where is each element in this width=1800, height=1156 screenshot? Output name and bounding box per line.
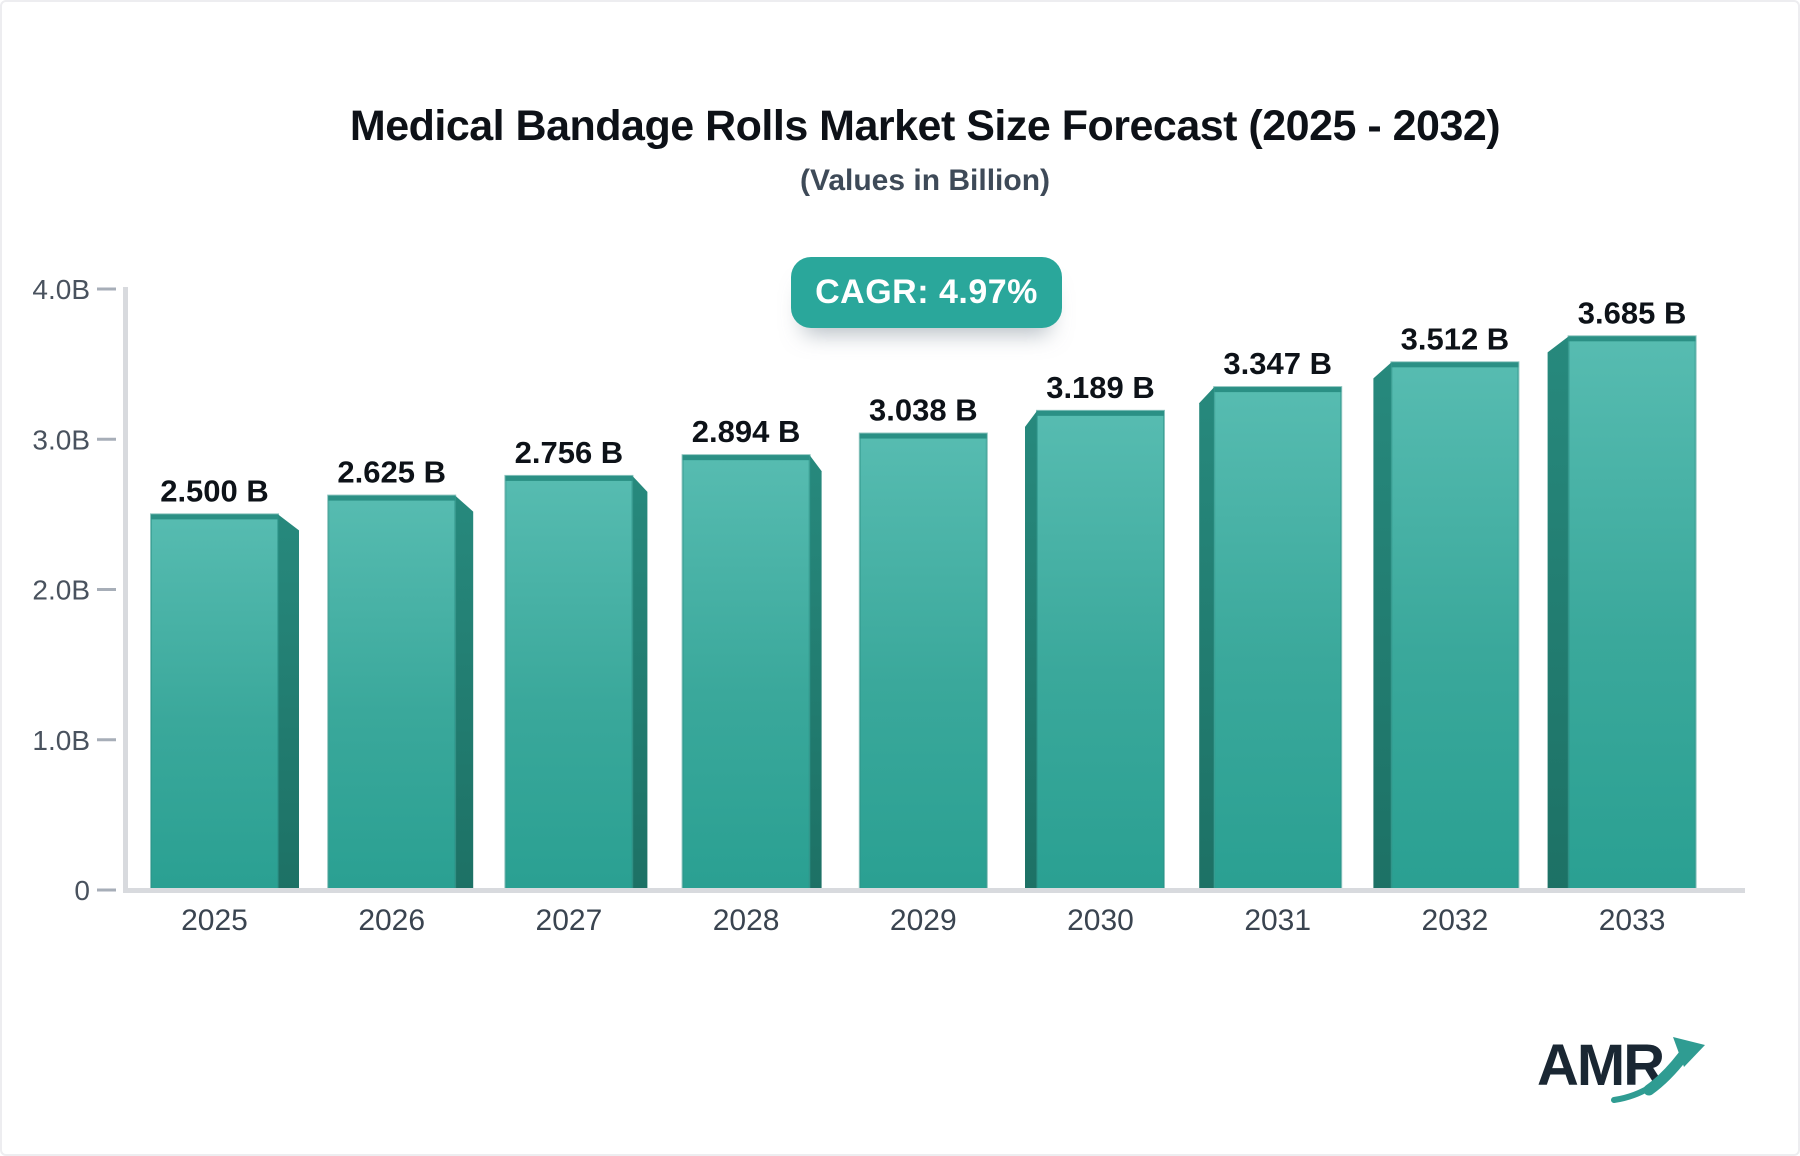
bar-top-edge bbox=[682, 455, 810, 461]
bar-value-label: 2.756 B bbox=[515, 435, 624, 470]
bar-2033: 3.685 B 2033 bbox=[1547, 295, 1697, 937]
x-axis-year-label: 2031 bbox=[1244, 904, 1311, 937]
y-axis-label: 0 bbox=[74, 875, 90, 906]
bar-side-face bbox=[809, 455, 822, 890]
page-subtitle: (Values in Billion) bbox=[799, 164, 1051, 197]
bar-2032: 3.512 B 2032 bbox=[1373, 321, 1520, 937]
page-title: Medical Bandage Rolls Market Size Foreca… bbox=[349, 102, 1501, 150]
bar-value-label: 3.347 B bbox=[1223, 346, 1332, 381]
y-axis-tick bbox=[97, 588, 116, 591]
bar-top-edge bbox=[328, 495, 456, 501]
bar-top-edge bbox=[1391, 362, 1519, 368]
x-axis-year-label: 2033 bbox=[1599, 904, 1666, 937]
x-axis-year-label: 2030 bbox=[1067, 904, 1134, 937]
bar-front-face bbox=[681, 454, 811, 891]
bar-value-label: 3.512 B bbox=[1401, 321, 1510, 356]
bar-side-face bbox=[1199, 387, 1215, 890]
bar-front-face bbox=[1213, 386, 1343, 891]
y-axis-label: 4.0B bbox=[32, 274, 90, 305]
bar-2026: 2.625 B 2026 bbox=[327, 455, 474, 937]
bar-value-label: 3.189 B bbox=[1046, 370, 1155, 405]
bar-2025: 2.500 B 2025 bbox=[150, 473, 299, 937]
x-axis-year-label: 2028 bbox=[713, 904, 780, 937]
bar-top-edge bbox=[859, 433, 987, 439]
x-axis-year-label: 2029 bbox=[890, 904, 957, 937]
x-axis-line bbox=[123, 888, 1745, 893]
x-axis-year-label: 2027 bbox=[536, 904, 603, 937]
x-axis-year-label: 2032 bbox=[1422, 904, 1489, 937]
x-axis-year-label: 2026 bbox=[358, 904, 425, 937]
y-axis-label: 2.0B bbox=[32, 575, 90, 606]
bar-side-face bbox=[632, 475, 648, 890]
bar-front-face bbox=[504, 474, 634, 891]
bar-top-edge bbox=[1037, 410, 1164, 416]
y-axis-tick bbox=[97, 738, 116, 742]
y-axis-tick bbox=[97, 437, 116, 441]
bar-top-edge bbox=[1568, 336, 1696, 342]
bar-top-edge bbox=[151, 514, 278, 520]
cagr-badge: CAGR: 4.97% bbox=[791, 257, 1062, 328]
y-axis-line bbox=[123, 287, 128, 893]
bar-value-label: 2.625 B bbox=[337, 455, 446, 490]
bar-2030: 3.189 B 2030 bbox=[1025, 370, 1165, 937]
bar-side-face bbox=[1373, 362, 1392, 890]
bar-side-face bbox=[278, 514, 299, 890]
y-axis-tick bbox=[97, 287, 116, 291]
bar-value-label: 2.894 B bbox=[692, 414, 801, 449]
y-axis-label: 1.0B bbox=[32, 725, 90, 756]
y-axis-label: 3.0B bbox=[32, 424, 90, 455]
bar-top-edge bbox=[505, 475, 633, 481]
bar-side-face bbox=[1547, 336, 1569, 890]
bar-2028: 2.894 B 2028 bbox=[681, 414, 822, 937]
growth-arrow-icon bbox=[1611, 1037, 1705, 1103]
bar-side-face bbox=[1025, 410, 1037, 890]
bar-side-face bbox=[455, 495, 474, 890]
bar-2027: 2.756 B 2027 bbox=[504, 435, 648, 937]
bar-front-face bbox=[858, 432, 988, 891]
y-axis-tick bbox=[97, 888, 116, 892]
cagr-badge-label: CAGR: 4.97% bbox=[815, 273, 1038, 311]
bar-front-face bbox=[150, 513, 279, 891]
bar-value-label: 2.500 B bbox=[160, 473, 269, 508]
amr-logo-text: AMR bbox=[1537, 1033, 1665, 1098]
bar-front-face bbox=[1390, 361, 1520, 891]
bar-top-edge bbox=[1214, 387, 1342, 393]
bar-front-face bbox=[327, 494, 457, 891]
bar-front-face bbox=[1567, 335, 1697, 891]
bar-2031: 3.347 B 2031 bbox=[1199, 346, 1343, 937]
amr-logo: AMR bbox=[1537, 1032, 1757, 1132]
x-axis-year-label: 2025 bbox=[181, 904, 248, 937]
bar-value-label: 3.038 B bbox=[869, 393, 978, 428]
bar-front-face bbox=[1036, 409, 1165, 891]
bar-2029: 3.038 B 2029 bbox=[858, 393, 988, 937]
bar-value-label: 3.685 B bbox=[1578, 295, 1687, 330]
